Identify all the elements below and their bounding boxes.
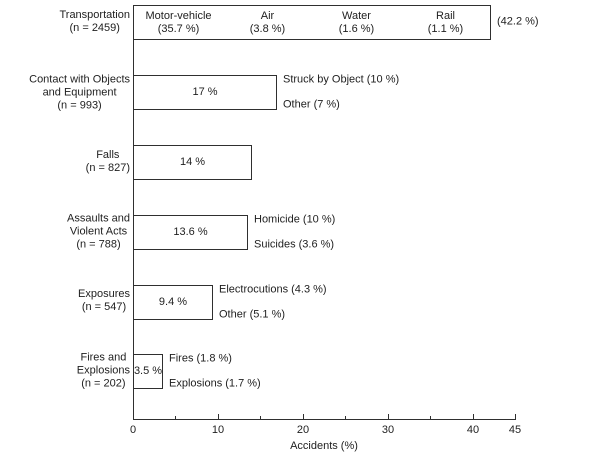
bar-segment-air: Air (3.8 %) <box>223 10 312 36</box>
category-n: (n = 993) <box>57 99 102 112</box>
bar-total-label-transportation: (42.2 %) <box>497 15 539 28</box>
callout-suicides: Suicides (3.6 %) <box>254 238 335 251</box>
x-axis-line <box>133 419 516 420</box>
bar-contact-objects: 17 % <box>133 75 277 110</box>
category-n: (n = 788) <box>76 238 121 251</box>
category-line: Falls <box>96 149 120 161</box>
segment-name: Air <box>260 9 275 22</box>
bar-segment-rail: Rail (1.1 %) <box>401 10 490 36</box>
callout-other-exposures: Other (5.1 %) <box>219 308 286 321</box>
callout-explosions: Explosions (1.7 %) <box>169 377 261 390</box>
bar-value-label: 14 % <box>179 156 206 168</box>
callout-fires: Fires (1.8 %) <box>169 352 232 365</box>
segment-pct: (35.7 %) <box>157 22 200 35</box>
category-label-transportation: Transportation (n = 2459) <box>59 9 130 35</box>
bar-falls: 14 % <box>133 145 252 180</box>
segment-name: Motor-vehicle <box>145 9 212 22</box>
x-tick-0 <box>133 414 134 419</box>
x-tick-40 <box>473 414 474 419</box>
bar-segment-water: Water (1.6 %) <box>312 10 401 36</box>
x-minor-tick-15 <box>260 416 261 419</box>
bar-segments: Motor-vehicle (35.7 %) Air (3.8 %) Water… <box>134 10 490 36</box>
segment-name: Water <box>342 9 371 22</box>
category-line: Contact with Objects <box>29 73 130 86</box>
y-axis-line <box>133 5 134 420</box>
callout-electrocutions: Electrocutions (4.3 %) <box>219 283 327 296</box>
category-n: (n = 827) <box>85 162 130 174</box>
category-label-falls: Falls (n = 827) <box>86 149 130 175</box>
segment-pct: (3.8 %) <box>249 22 286 35</box>
x-tick-label-0: 0 <box>129 424 137 436</box>
callout-homicide: Homicide (10 %) <box>254 213 336 226</box>
x-minor-tick-25 <box>345 416 346 419</box>
bar-value-label: 17 % <box>192 86 218 98</box>
callout-other-contact: Other (7 %) <box>283 98 340 111</box>
category-n: (n = 202) <box>81 377 126 390</box>
x-tick-label-40: 40 <box>466 424 480 436</box>
category-label-assaults: Assaults and Violent Acts (n = 788) <box>67 213 130 252</box>
category-line: Violent Acts <box>69 225 128 238</box>
bar-segment-motor-vehicle: Motor-vehicle (35.7 %) <box>134 10 223 36</box>
x-tick-label-20: 20 <box>296 424 310 436</box>
category-label-fires-explosions: Fires and Explosions (n = 202) <box>77 352 130 391</box>
segment-pct: (1.6 %) <box>338 22 375 35</box>
category-line: Exposures <box>78 288 130 300</box>
x-tick-label-10: 10 <box>211 424 225 436</box>
category-line: Explosions <box>76 364 130 377</box>
category-line: Assaults and <box>67 212 130 225</box>
callout-struck-by-object: Struck by Object (10 %) <box>283 73 400 86</box>
bar-transportation: Motor-vehicle (35.7 %) Air (3.8 %) Water… <box>133 5 491 40</box>
category-n: (n = 2459) <box>69 22 120 34</box>
bar-exposures: 9.4 % <box>133 285 213 320</box>
bar-value-label: 3.5 % <box>133 365 163 377</box>
x-tick-20 <box>303 414 304 419</box>
x-axis-title: Accidents (%) <box>290 440 358 452</box>
category-label-exposures: Exposures (n = 547) <box>78 288 130 314</box>
category-line: Fires and <box>80 351 127 364</box>
bar-fires-explosions: 3.5 % <box>133 354 163 389</box>
x-minor-tick-35 <box>430 416 431 419</box>
category-label-contact-objects: Contact with Objects and Equipment (n = … <box>29 74 130 113</box>
category-line: Transportation <box>59 9 130 21</box>
x-minor-tick-5 <box>175 416 176 419</box>
segment-pct: (1.1 %) <box>427 22 464 35</box>
x-tick-10 <box>218 414 219 419</box>
bar-value-label: 13.6 % <box>173 226 208 238</box>
x-tick-30 <box>388 414 389 419</box>
x-tick-label-30: 30 <box>381 424 395 436</box>
bar-value-label: 9.4 % <box>158 296 188 308</box>
category-line: and Equipment <box>42 86 117 99</box>
segment-name: Rail <box>436 9 455 22</box>
x-tick-45 <box>515 414 516 419</box>
x-tick-label-45: 45 <box>508 424 522 436</box>
category-n: (n = 547) <box>81 301 127 313</box>
bar-assaults: 13.6 % <box>133 215 248 250</box>
